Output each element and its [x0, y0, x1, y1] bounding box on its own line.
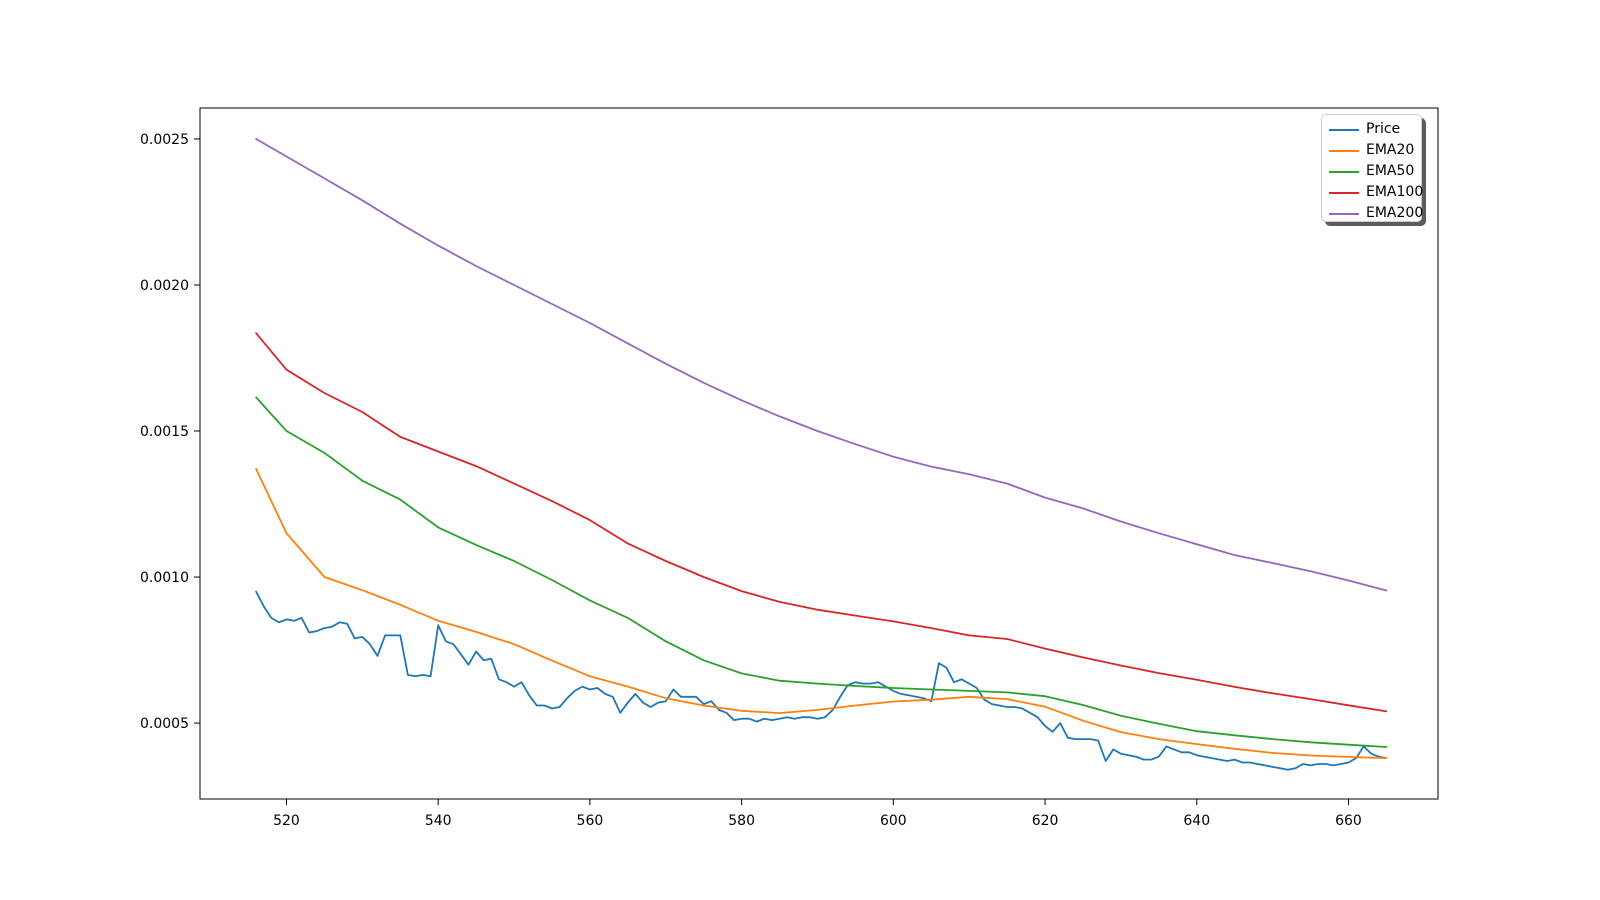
- ema20-line-swatch: [1329, 149, 1359, 152]
- series-line-price: [255, 590, 1388, 771]
- legend-entry-ema200: EMA200: [1329, 203, 1423, 224]
- series-line-ema200: [255, 138, 1388, 592]
- x-tick-label: 560: [577, 813, 604, 829]
- plot-frame: [199, 107, 1439, 800]
- x-tick-label: 640: [1183, 813, 1210, 829]
- x-tick-label: 520: [273, 813, 300, 829]
- y-tick-label: 0.0005: [140, 716, 189, 732]
- ema50-line-swatch: [1329, 170, 1359, 173]
- legend-entry-ema50: EMA50: [1329, 161, 1417, 182]
- ema100-line-swatch: [1329, 191, 1359, 194]
- y-tick-label: 0.0015: [140, 424, 189, 440]
- legend-label-price: Price: [1366, 121, 1401, 137]
- x-tick-label: 660: [1335, 813, 1362, 829]
- legend-entry-price: Price: [1329, 119, 1417, 140]
- price-line-swatch: [1329, 128, 1359, 131]
- y-tick-label: 0.0010: [140, 570, 189, 586]
- legend-entry-ema20: EMA20: [1329, 140, 1417, 161]
- series-line-ema50: [255, 396, 1388, 748]
- x-tick-label: 600: [880, 813, 907, 829]
- series-line-ema100: [255, 332, 1388, 713]
- legend-entry-ema100: EMA100: [1329, 182, 1423, 203]
- y-tick-label: 0.0025: [140, 132, 189, 148]
- legend-label-ema100: EMA100: [1366, 184, 1424, 200]
- legend: Price EMA20 EMA50 EMA100 EMA200: [1321, 114, 1423, 224]
- x-tick-label: 580: [728, 813, 755, 829]
- x-tick-label: 620: [1032, 813, 1059, 829]
- legend-label-ema50: EMA50: [1366, 163, 1415, 179]
- legend-label-ema20: EMA20: [1366, 142, 1415, 158]
- legend-label-ema200: EMA200: [1366, 205, 1424, 221]
- series-line-ema20: [255, 468, 1388, 759]
- x-tick-label: 540: [425, 813, 452, 829]
- ema200-line-swatch: [1329, 212, 1359, 215]
- y-tick-label: 0.0020: [140, 278, 189, 294]
